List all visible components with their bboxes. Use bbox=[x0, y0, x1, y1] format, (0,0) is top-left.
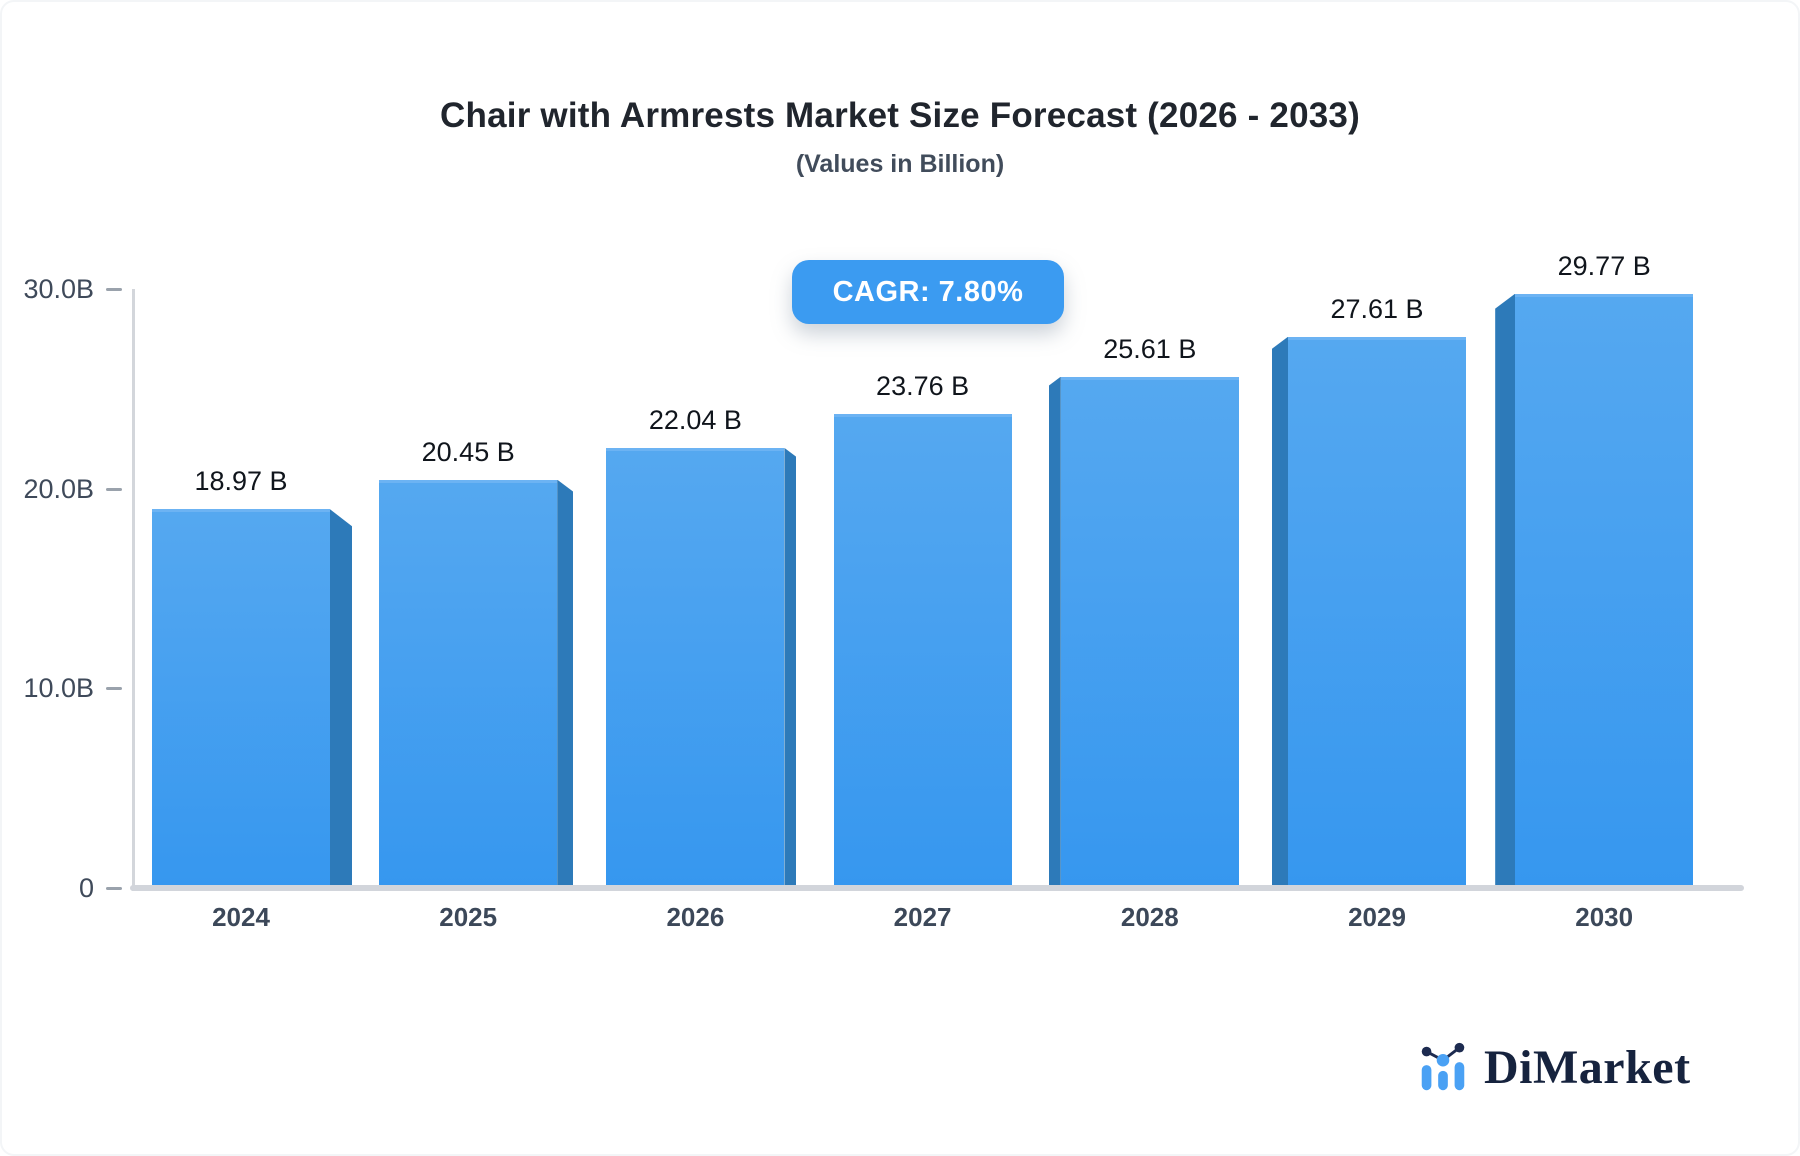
bar-face bbox=[379, 479, 558, 888]
y-tick-label: 30.0B bbox=[23, 274, 94, 304]
y-tick-dash bbox=[106, 887, 122, 890]
bar-value-label: 20.45 B bbox=[421, 436, 515, 467]
bar-face bbox=[1288, 336, 1466, 888]
bar-side-shadow bbox=[1495, 293, 1516, 888]
bar-face bbox=[606, 447, 785, 888]
y-tick-dash bbox=[106, 687, 122, 691]
chart-title: Chair with Armrests Market Size Forecast… bbox=[440, 96, 1360, 135]
x-tick-label: 2024 bbox=[212, 902, 270, 932]
x-tick-label: 2026 bbox=[666, 902, 725, 932]
bar-side-shadow bbox=[1272, 336, 1288, 888]
bar-value-label: 18.97 B bbox=[194, 466, 288, 497]
bar-side-shadow bbox=[557, 479, 574, 888]
x-tick-label: 2028 bbox=[1120, 902, 1179, 932]
brand-logo: DiMarket bbox=[1414, 1038, 1691, 1096]
y-tick-label: 20.0B bbox=[23, 473, 94, 504]
bar-line-chart-icon bbox=[1421, 1042, 1465, 1091]
chart-subtitle: (Values in Billion) bbox=[795, 150, 1005, 178]
bar-face bbox=[1060, 376, 1239, 888]
bar-side-shadow bbox=[330, 509, 352, 888]
x-tick-label: 2030 bbox=[1575, 902, 1634, 932]
y-tick-dash bbox=[106, 487, 122, 491]
y-tick-label: 10.0B bbox=[23, 673, 94, 704]
bar-value-label: 23.76 B bbox=[876, 370, 970, 401]
bar-value-label: 22.04 B bbox=[648, 404, 742, 435]
bar-face bbox=[1515, 293, 1694, 888]
x-tick-label: 2027 bbox=[893, 902, 952, 932]
bar-face bbox=[152, 509, 330, 888]
bar-face bbox=[833, 413, 1012, 888]
bar-value-label: 25.61 B bbox=[1103, 333, 1197, 364]
y-axis-line bbox=[132, 289, 135, 891]
bar-value-label: 29.77 B bbox=[1557, 250, 1651, 281]
x-tick-label: 2025 bbox=[439, 902, 498, 932]
brand-logo-text: DiMarket bbox=[1484, 1040, 1691, 1094]
x-axis-line bbox=[130, 885, 1744, 891]
bar-value-label: 27.61 B bbox=[1330, 293, 1424, 324]
x-tick-label: 2029 bbox=[1348, 902, 1406, 932]
bar-side-shadow bbox=[1048, 376, 1061, 888]
bar-side-shadow bbox=[784, 447, 797, 888]
y-tick-label: 0 bbox=[78, 873, 94, 903]
y-tick-dash bbox=[106, 288, 122, 291]
cagr-badge: CAGR: 7.80% bbox=[792, 260, 1064, 324]
cagr-badge-label: CAGR: 7.80% bbox=[832, 275, 1024, 308]
